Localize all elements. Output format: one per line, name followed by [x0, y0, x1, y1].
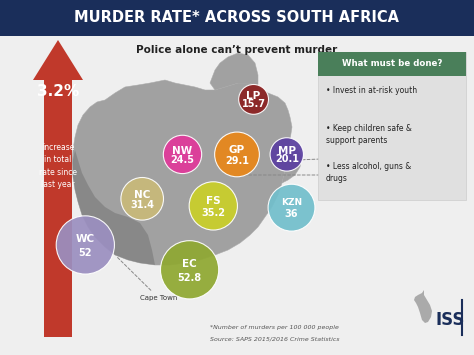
Text: Source: SAPS 2015/2016 Crime Statistics: Source: SAPS 2015/2016 Crime Statistics	[210, 337, 339, 342]
Text: Cape Town: Cape Town	[117, 257, 177, 301]
Polygon shape	[210, 53, 258, 90]
Circle shape	[189, 182, 237, 230]
Text: *Number of murders per 100 000 people: *Number of murders per 100 000 people	[210, 324, 339, 329]
Text: KZN: KZN	[281, 198, 302, 207]
Text: MURDER RATE* ACROSS SOUTH AFRICA: MURDER RATE* ACROSS SOUTH AFRICA	[74, 11, 400, 26]
Circle shape	[164, 135, 201, 174]
Text: 24.5: 24.5	[171, 155, 194, 165]
Text: ISS: ISS	[435, 311, 465, 329]
Text: NC: NC	[134, 190, 150, 200]
Text: increase
in total
rate since
last year: increase in total rate since last year	[39, 143, 77, 189]
Text: Police alone can’t prevent murder: Police alone can’t prevent murder	[137, 45, 337, 55]
Text: • Invest in at-risk youth: • Invest in at-risk youth	[326, 86, 417, 95]
Text: 15.7: 15.7	[242, 99, 265, 109]
Text: GP: GP	[229, 145, 245, 155]
Text: 52.8: 52.8	[178, 273, 201, 283]
Text: 36: 36	[285, 209, 298, 219]
Polygon shape	[33, 40, 83, 337]
Text: • Less alcohol, guns &
drugs: • Less alcohol, guns & drugs	[326, 162, 411, 183]
Text: WC: WC	[76, 234, 95, 244]
Text: Durban: Durban	[298, 155, 361, 161]
Text: FS: FS	[206, 196, 220, 206]
Polygon shape	[282, 145, 302, 183]
Text: NW: NW	[173, 146, 192, 155]
Text: 29.1: 29.1	[225, 156, 249, 166]
Polygon shape	[72, 80, 292, 265]
Text: Johannesburg: Johannesburg	[243, 172, 383, 178]
Text: • Keep children safe &
support parents: • Keep children safe & support parents	[326, 124, 412, 145]
Text: 52: 52	[79, 248, 92, 258]
Circle shape	[56, 216, 114, 274]
Circle shape	[239, 84, 268, 114]
Text: 31.4: 31.4	[130, 200, 154, 210]
Circle shape	[215, 132, 259, 177]
Circle shape	[121, 178, 164, 220]
Bar	[0, 0, 474, 36]
Text: 20.1: 20.1	[275, 154, 299, 164]
Text: 35.2: 35.2	[201, 208, 225, 218]
Text: LP: LP	[246, 92, 261, 102]
Text: EC: EC	[182, 259, 197, 269]
Polygon shape	[414, 290, 432, 323]
Text: What must be done?: What must be done?	[342, 60, 442, 69]
Text: MP: MP	[278, 146, 296, 156]
Bar	[318, 52, 466, 200]
Circle shape	[270, 138, 303, 171]
Bar	[318, 52, 466, 76]
Circle shape	[161, 241, 219, 299]
Polygon shape	[73, 150, 155, 265]
Text: 3.2%: 3.2%	[37, 83, 79, 98]
Circle shape	[268, 184, 315, 231]
